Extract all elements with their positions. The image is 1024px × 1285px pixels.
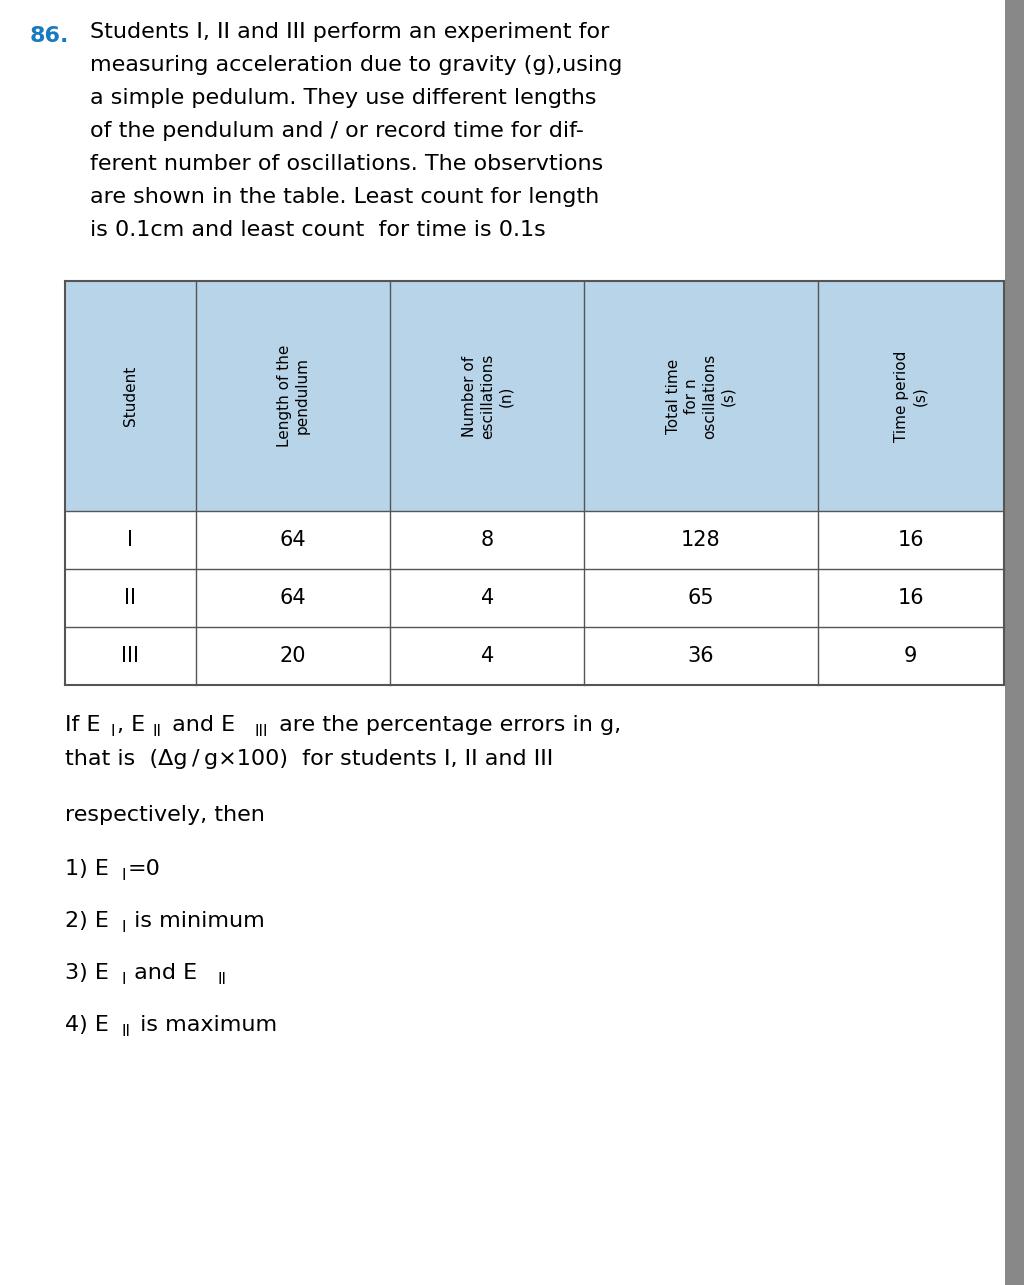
Text: 9: 9	[904, 646, 918, 666]
Text: is 0.1cm and least count  for time is 0.1s: is 0.1cm and least count for time is 0.1…	[90, 220, 546, 240]
Bar	[65, 569, 1004, 627]
Text: respectively, then: respectively, then	[65, 804, 265, 825]
Text: 3) E: 3) E	[65, 962, 109, 983]
Text: , E: , E	[117, 714, 144, 735]
Text: 64: 64	[280, 589, 306, 608]
Text: 4: 4	[480, 589, 494, 608]
Text: is maximum: is maximum	[133, 1015, 278, 1034]
Text: Length of the
pendulum: Length of the pendulum	[276, 344, 309, 447]
Text: ferent number of oscillations. The observtions: ferent number of oscillations. The obser…	[90, 154, 603, 173]
Text: Number of
escillations
(n): Number of escillations (n)	[462, 353, 513, 438]
Text: 4: 4	[480, 646, 494, 666]
Text: II: II	[122, 1024, 131, 1038]
Text: If E: If E	[65, 714, 100, 735]
Text: 8: 8	[480, 529, 494, 550]
Text: is minimum: is minimum	[127, 911, 265, 932]
Text: III: III	[122, 646, 139, 666]
Text: are the percentage errors in g,: are the percentage errors in g,	[272, 714, 622, 735]
Text: Student: Student	[123, 366, 138, 427]
Text: II: II	[125, 589, 136, 608]
Text: that is  (Δg / g×100)  for students I, II and III: that is (Δg / g×100) for students I, II …	[65, 749, 553, 768]
Text: 16: 16	[897, 529, 924, 550]
Text: 16: 16	[897, 589, 924, 608]
Text: and E: and E	[127, 962, 198, 983]
Text: Total time
for n
oscillations
(s): Total time for n oscillations (s)	[667, 353, 735, 438]
Text: 1) E: 1) E	[65, 858, 109, 879]
Text: II: II	[153, 723, 162, 739]
Bar	[1005, 0, 1024, 1285]
Text: 86.: 86.	[30, 26, 70, 46]
Text: 4) E: 4) E	[65, 1015, 109, 1034]
Text: measuring acceleration due to gravity (g),using: measuring acceleration due to gravity (g…	[90, 55, 623, 75]
Text: 65: 65	[688, 589, 715, 608]
Text: I: I	[111, 723, 116, 739]
Text: 36: 36	[688, 646, 715, 666]
Text: a simple pedulum. They use different lengths: a simple pedulum. They use different len…	[90, 87, 597, 108]
Text: and E: and E	[165, 714, 234, 735]
Text: =0: =0	[127, 858, 161, 879]
Text: I: I	[122, 971, 126, 987]
Text: are shown in the table. Least count for length: are shown in the table. Least count for …	[90, 188, 599, 207]
Text: of the pendulum and / or record time for dif-: of the pendulum and / or record time for…	[90, 121, 584, 141]
Text: 2) E: 2) E	[65, 911, 109, 932]
Text: 128: 128	[681, 529, 721, 550]
Text: 20: 20	[280, 646, 306, 666]
Text: I: I	[122, 867, 126, 883]
Text: III: III	[255, 723, 268, 739]
Bar	[65, 627, 1004, 685]
Text: I: I	[122, 920, 126, 934]
Text: Students I, II and III perform an experiment for: Students I, II and III perform an experi…	[90, 22, 609, 42]
Text: 64: 64	[280, 529, 306, 550]
Text: I: I	[127, 529, 133, 550]
Bar	[65, 511, 1004, 569]
Text: Time period
(s): Time period (s)	[894, 351, 928, 442]
Bar	[65, 281, 1004, 511]
Text: II: II	[218, 971, 227, 987]
